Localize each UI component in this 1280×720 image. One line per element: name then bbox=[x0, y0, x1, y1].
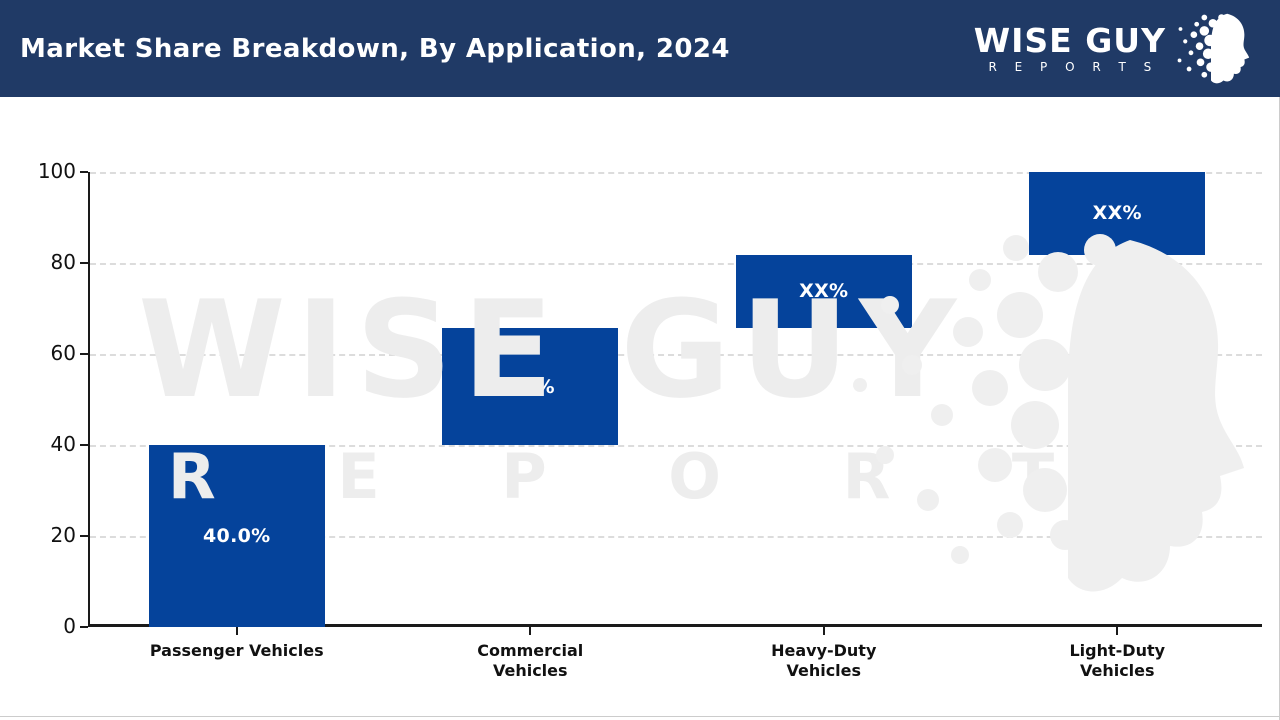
y-tick-label: 60 bbox=[50, 341, 76, 365]
gridline bbox=[90, 445, 1262, 447]
gridline bbox=[90, 263, 1262, 265]
gridline bbox=[90, 536, 1262, 538]
bar: 40.0% bbox=[148, 445, 325, 627]
bar: XX% bbox=[735, 254, 912, 329]
bar-value-label: XX% bbox=[505, 375, 555, 398]
gridline bbox=[90, 354, 1262, 356]
watermark-head-dots-icon bbox=[853, 234, 1244, 592]
y-tick-label: 40 bbox=[50, 432, 76, 456]
y-tick-mark bbox=[80, 353, 88, 355]
x-tick-mark bbox=[529, 627, 532, 635]
brand-name: WISE GUY bbox=[973, 20, 1166, 60]
gridline bbox=[90, 172, 1262, 174]
y-tick-label: 0 bbox=[63, 614, 76, 638]
y-tick-mark bbox=[80, 535, 88, 537]
category-label: Heavy-Duty Vehicles bbox=[771, 641, 877, 680]
header-bar: Market Share Breakdown, By Application, … bbox=[0, 0, 1280, 97]
bar-value-label: XX% bbox=[799, 280, 849, 303]
y-tick-mark bbox=[80, 626, 88, 628]
x-tick-mark bbox=[822, 627, 825, 635]
bar-value-label: 40.0% bbox=[203, 525, 271, 547]
category-label: Passenger Vehicles bbox=[149, 641, 324, 660]
brand-logo-text: WISE GUY R E P O R T S bbox=[974, 24, 1166, 74]
y-tick-label: 20 bbox=[50, 523, 76, 547]
plot-area: 0 20 40 60 80 100 40.0% Passenger Vehicles XX% Co… bbox=[38, 159, 1262, 680]
page-title: Market Share Breakdown, By Application, … bbox=[20, 33, 730, 64]
category-label: Commercial Vehicles bbox=[477, 641, 584, 680]
brand-subname: R E P O R T S bbox=[988, 59, 1159, 74]
watermark-text-line1: WISE GUY bbox=[138, 272, 967, 428]
brand-head-dots-icon bbox=[1177, 13, 1250, 83]
y-tick-mark bbox=[80, 262, 88, 264]
y-tick-label: 100 bbox=[37, 159, 76, 183]
category-label: Light-Duty Vehicles bbox=[1069, 641, 1166, 680]
bar: XX% bbox=[442, 328, 619, 445]
bar-value-label: XX% bbox=[1092, 202, 1142, 225]
y-tick-label: 80 bbox=[50, 250, 76, 274]
y-tick-mark bbox=[80, 444, 88, 446]
brand-logo: WISE GUY R E P O R T S bbox=[974, 8, 1254, 90]
y-tick-mark bbox=[80, 171, 88, 173]
bottom-divider bbox=[0, 716, 1280, 717]
x-tick-mark bbox=[1116, 627, 1119, 635]
x-tick-mark bbox=[235, 627, 238, 635]
bar: XX% bbox=[1029, 172, 1206, 255]
